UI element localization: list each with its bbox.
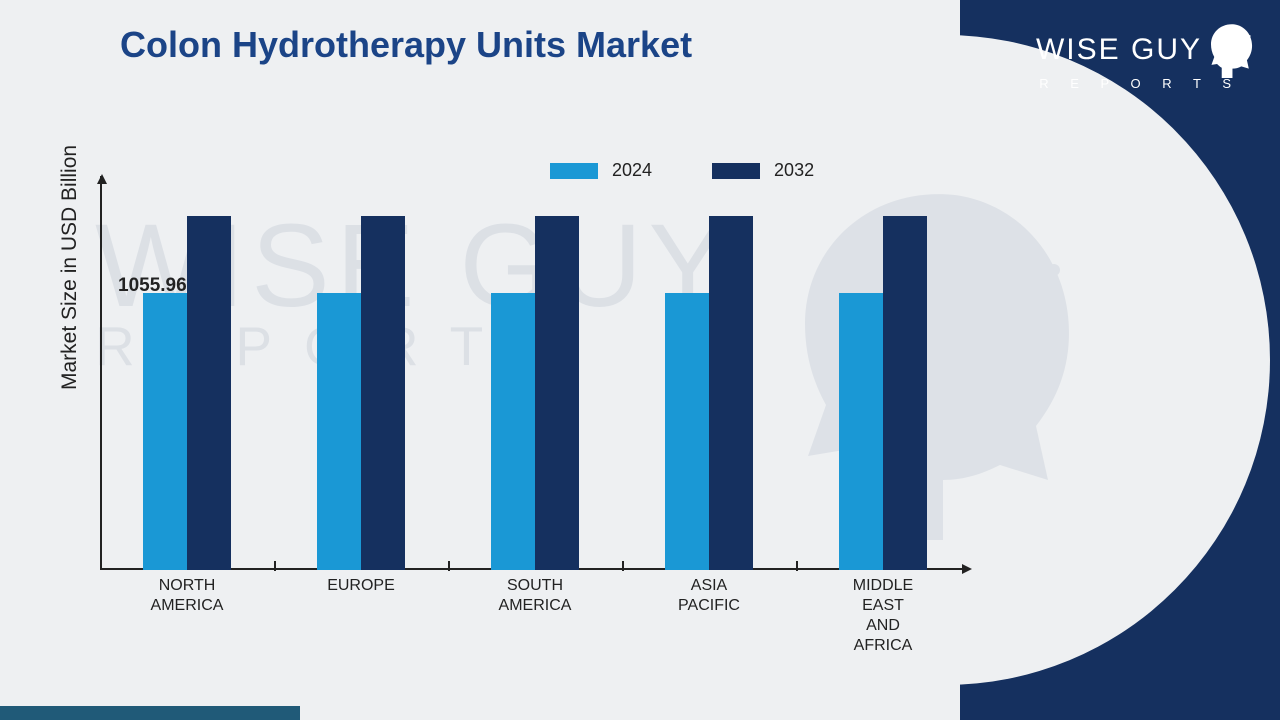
bar (665, 293, 709, 570)
bar-group (274, 190, 448, 570)
bar (317, 293, 361, 570)
y-axis-label: Market Size in USD Billion (58, 145, 82, 390)
bar (535, 216, 579, 570)
x-label: MIDDLEEASTANDAFRICA (796, 576, 970, 656)
x-label: NORTHAMERICA (100, 576, 274, 656)
bottom-accent-bar (0, 706, 300, 720)
bar (143, 293, 187, 570)
x-tick (622, 561, 624, 571)
bar (709, 216, 753, 570)
brand-sub-text: R E P O R T S (1036, 76, 1240, 91)
bar-group (448, 190, 622, 570)
legend-swatch (712, 163, 760, 179)
bar (839, 293, 883, 570)
x-label: EUROPE (274, 576, 448, 656)
bar-group (622, 190, 796, 570)
legend-item: 2032 (712, 160, 814, 181)
value-label: 1055.96 (118, 275, 187, 297)
bar-groups (100, 190, 970, 570)
bar-group (100, 190, 274, 570)
brand-logo: WISE GUY R E P O R T S (1036, 22, 1256, 91)
legend: 2024 2032 (550, 160, 814, 181)
legend-label: 2024 (612, 160, 652, 181)
x-tick (796, 561, 798, 571)
bar-group (796, 190, 970, 570)
legend-label: 2032 (774, 160, 814, 181)
brand-head-icon (1208, 22, 1256, 78)
bar (883, 216, 927, 570)
x-tick (448, 561, 450, 571)
chart-title: Colon Hydrotherapy Units Market (120, 24, 692, 66)
brand-main-text: WISE GUY (1036, 33, 1202, 67)
legend-swatch (550, 163, 598, 179)
x-axis-labels: NORTHAMERICAEUROPESOUTHAMERICAASIAPACIFI… (100, 576, 970, 656)
x-label: ASIAPACIFIC (622, 576, 796, 656)
x-label: SOUTHAMERICA (448, 576, 622, 656)
bar (491, 293, 535, 570)
legend-item: 2024 (550, 160, 652, 181)
chart-plot-area: 1055.96 (100, 190, 970, 570)
bar (361, 216, 405, 570)
chart-canvas: WISE GUY REPORTS Colon Hydrotherapy Unit… (0, 0, 1280, 720)
bar (187, 216, 231, 570)
x-tick (274, 561, 276, 571)
